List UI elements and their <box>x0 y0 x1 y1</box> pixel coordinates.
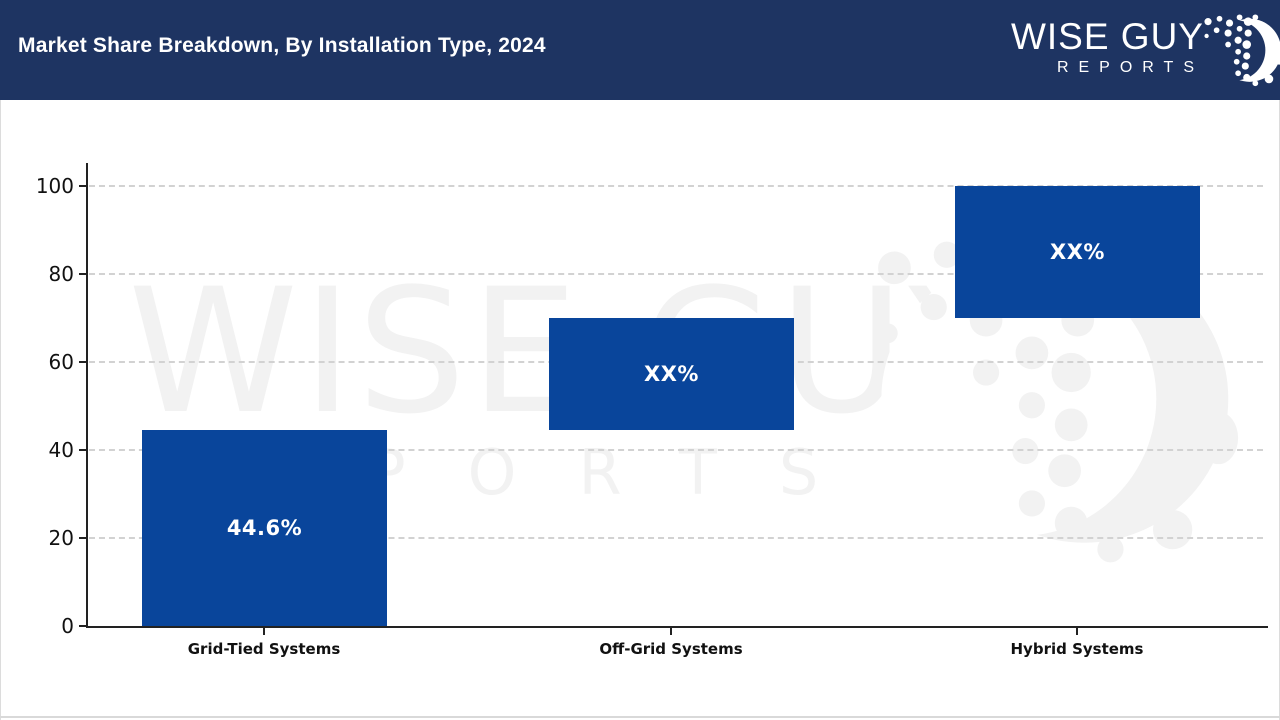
y-tick-label: 60 <box>48 350 74 374</box>
frame-edge <box>0 100 1 720</box>
x-tick-label-hybrid: Hybrid Systems <box>1010 640 1144 658</box>
bar-label: 44.6% <box>226 515 303 540</box>
y-tick <box>79 449 86 451</box>
y-tick <box>79 537 86 539</box>
y-axis-line <box>86 163 88 628</box>
y-tick-label: 80 <box>48 262 74 286</box>
gridline-80 <box>89 273 1263 275</box>
y-tick-label: 100 <box>35 174 74 198</box>
page-title: Market Share Breakdown, By Installation … <box>18 34 546 57</box>
gridline-40 <box>89 449 1263 451</box>
y-tick <box>79 273 86 275</box>
header-bar: Market Share Breakdown, By Installation … <box>0 0 1280 100</box>
bar-grid-tied-systems: 44.6% <box>142 429 387 626</box>
dotted-head-icon <box>1204 14 1280 87</box>
y-tick-label: 40 <box>48 438 74 462</box>
gridline-20 <box>89 537 1263 539</box>
y-tick <box>79 625 86 627</box>
bar-label: XX% <box>644 361 699 386</box>
x-tick-label-grid-tied: Grid-Tied Systems <box>187 640 341 658</box>
bar-hybrid-systems: XX% <box>955 186 1200 318</box>
y-tick <box>79 185 86 187</box>
y-tick-label: 20 <box>48 526 74 550</box>
brand-logo-text: WISE GUY REPORTS <box>1011 18 1204 78</box>
y-tick <box>79 361 86 363</box>
y-tick-label: 0 <box>61 614 74 638</box>
x-tick <box>670 628 672 635</box>
brand-name: WISE GUY <box>1010 16 1204 57</box>
gridline-100 <box>89 185 1263 187</box>
bar-off-grid-systems: XX% <box>549 318 794 430</box>
bar-label: XX% <box>1050 240 1105 264</box>
brand-logo: WISE GUY REPORTS <box>1011 0 1280 100</box>
frame-edge <box>0 716 1280 718</box>
x-tick <box>263 628 265 635</box>
x-tick-label-off-grid: Off-Grid Systems <box>599 640 743 658</box>
brand-subname: REPORTS <box>1056 59 1204 76</box>
x-tick <box>1076 628 1078 635</box>
x-axis-line <box>86 626 1268 628</box>
